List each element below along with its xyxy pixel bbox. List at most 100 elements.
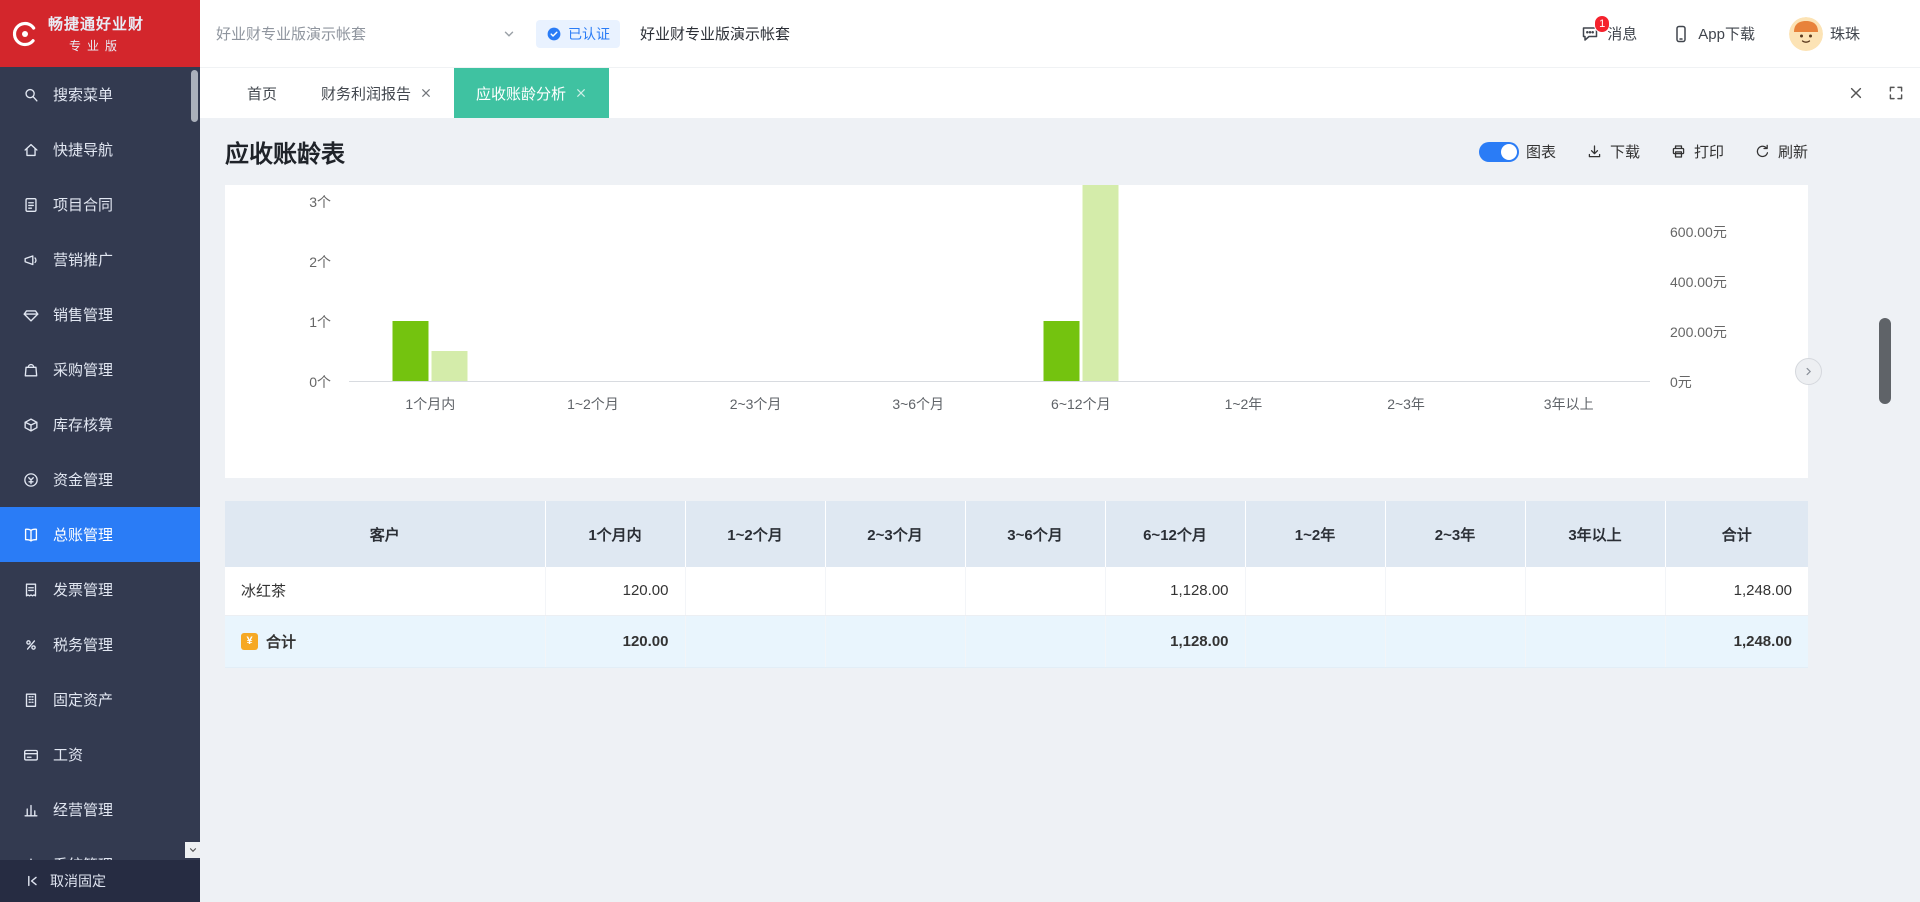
search-icon <box>22 86 40 104</box>
sidebar-item-salary[interactable]: 工资 <box>0 727 200 782</box>
table-header-cell: 6~12个月 <box>1105 501 1246 567</box>
total-amount-cell <box>685 615 826 668</box>
chart-plot <box>349 185 1650 382</box>
fullscreen-icon[interactable] <box>1888 85 1904 101</box>
amount-cell <box>1385 567 1526 616</box>
tab-close-icon[interactable] <box>575 87 587 99</box>
total-sum-icon: ¥ <box>241 632 258 650</box>
sidebar-item-quick-nav[interactable]: 快捷导航 <box>0 122 200 177</box>
sidebar-item-label: 发票管理 <box>53 582 114 599</box>
box-icon <box>22 416 40 434</box>
sidebar-item-system[interactable]: 系统管理 <box>0 837 200 860</box>
building-icon <box>22 691 40 709</box>
content-scrollbar-thumb[interactable] <box>1879 318 1891 404</box>
sidebar-item-project-contract[interactable]: 项目合同 <box>0 177 200 232</box>
amount-cell: 1,248.00 <box>1665 567 1808 616</box>
chart-category-group <box>512 185 675 381</box>
amount-cell <box>965 567 1106 616</box>
tab-label: 财务利润报告 <box>321 85 412 103</box>
table-header-cell: 合计 <box>1665 501 1808 567</box>
app-download-button[interactable]: App下载 <box>1671 23 1755 44</box>
left-axis-tick-label: 2个 <box>309 254 331 270</box>
sidebar-item-business[interactable]: 经营管理 <box>0 782 200 837</box>
sidebar-item-general-ledger[interactable]: 总账管理 <box>0 507 200 562</box>
bar-amount[interactable] <box>1082 185 1119 381</box>
sidebar-item-purchase[interactable]: 采购管理 <box>0 342 200 397</box>
sidebar-item-sales[interactable]: 销售管理 <box>0 287 200 342</box>
sidebar-item-label: 总账管理 <box>53 527 114 544</box>
chart-toggle[interactable]: 图表 <box>1478 141 1556 162</box>
sidebar-item-label: 固定资产 <box>53 692 114 709</box>
sidebar-item-tax[interactable]: 税务管理 <box>0 617 200 672</box>
sidebar: 畅捷通好业财 专业版 搜索菜单快捷导航项目合同 营销推广销售管理采购管理库存核算资… <box>0 0 200 902</box>
sidebar-item-label: 销售管理 <box>53 307 114 324</box>
user-avatar <box>1788 16 1823 51</box>
table-header-cell: 3年以上 <box>1525 501 1666 567</box>
chart-category-group <box>674 185 837 381</box>
sidebar-item-label: 库存核算 <box>53 417 114 434</box>
account-set-selector[interactable]: 好业财专业版演示帐套 <box>216 23 516 44</box>
user-menu[interactable]: 珠珠 <box>1788 16 1860 51</box>
coin-icon <box>22 471 40 489</box>
table-header-cell: 2~3个月 <box>825 501 966 567</box>
messages-label: 消息 <box>1607 26 1638 43</box>
chart-x-axis: 1个月内 1~2个月 2~3个月 3~6个月 6~12个月 1~2年 2~3年 3年以上 <box>349 382 1650 414</box>
x-axis-label: 2~3个月 <box>729 396 782 412</box>
sidebar-item-search-menu[interactable]: 搜索菜单 <box>0 67 200 122</box>
right-axis-tick-label: 0元 <box>1670 374 1692 390</box>
x-axis-label: 1个月内 <box>405 396 456 412</box>
x-axis-label: 6~12个月 <box>1051 396 1111 412</box>
sidebar-item-inventory[interactable]: 库存核算 <box>0 397 200 452</box>
x-axis-label: 1~2个月 <box>567 396 619 412</box>
tab-profit-report[interactable]: 财务利润报告 <box>299 68 454 118</box>
table-row[interactable]: 冰红茶 120.00 1,128.00 1,248.00 <box>225 567 1808 616</box>
page-toolbar: 图表 下载 打印 <box>1478 141 1808 162</box>
sidebar-item-label: 快捷导航 <box>53 142 114 159</box>
customer-cell: 冰红茶 <box>225 567 546 616</box>
chart-category-group <box>1325 185 1488 381</box>
close-tab-icon[interactable] <box>1848 85 1864 101</box>
right-axis-tick-label: 400.00元 <box>1670 274 1727 290</box>
sidebar-item-label: 搜索菜单 <box>53 87 114 104</box>
print-button[interactable]: 打印 <box>1670 141 1724 162</box>
sidebar-item-invoice[interactable]: 发票管理 <box>0 562 200 617</box>
table-header-cell: 1个月内 <box>545 501 686 567</box>
book-icon <box>22 526 40 544</box>
table-header-cell: 1~2个月 <box>685 501 826 567</box>
download-button[interactable]: 下载 <box>1586 141 1640 162</box>
total-amount-cell <box>1245 615 1386 668</box>
sidebar-scrollbar-thumb[interactable] <box>191 70 198 122</box>
chart-toggle-switch[interactable] <box>1478 141 1519 162</box>
app-logo-icon <box>10 19 40 49</box>
tab-label: 应收账龄分析 <box>476 85 567 103</box>
refresh-button[interactable]: 刷新 <box>1754 141 1808 162</box>
app-download-label: App下载 <box>1698 26 1755 43</box>
topbar: 好业财专业版演示帐套 已认证 好业财专业版演示帐套 1 <box>200 0 1920 68</box>
card-icon <box>22 746 40 764</box>
tab-receivable-aging[interactable]: 应收账龄分析 <box>454 68 610 118</box>
refresh-icon <box>1754 143 1771 160</box>
app-logo: 畅捷通好业财 专业版 <box>0 0 200 67</box>
bar-customer-count[interactable] <box>392 321 429 381</box>
tax-icon <box>22 636 40 654</box>
bar-customer-count[interactable] <box>1043 321 1080 381</box>
aging-table: 客户 1个月内 1~2个月 2~3个月 3~6个月 6~12个月 1~2年 2~3年 3年以上合… <box>225 501 1808 668</box>
tab-close-icon[interactable] <box>420 87 432 99</box>
bar-amount[interactable] <box>431 351 468 381</box>
user-name: 珠珠 <box>1829 26 1860 43</box>
x-axis-label: 3年以上 <box>1543 396 1594 412</box>
messages-button[interactable]: 1 消息 <box>1580 14 1638 44</box>
unpin-sidebar-button[interactable]: 取消固定 <box>0 860 200 902</box>
table-header-cell: 2~3年 <box>1385 501 1526 567</box>
right-axis-tick-label: 200.00元 <box>1670 324 1727 340</box>
sidebar-item-marketing[interactable]: 营销推广 <box>0 232 200 287</box>
sidebar-scroll-down-button[interactable] <box>185 842 200 858</box>
sidebar-item-funds[interactable]: 资金管理 <box>0 452 200 507</box>
sidebar-item-fixed-assets[interactable]: 固定资产 <box>0 672 200 727</box>
chart-icon <box>22 801 40 819</box>
tab-home[interactable]: 首页 <box>225 68 299 118</box>
chart-scroll-handle-icon[interactable] <box>1795 358 1822 385</box>
download-icon <box>1586 143 1603 160</box>
x-axis-label: 3~6个月 <box>892 396 945 412</box>
